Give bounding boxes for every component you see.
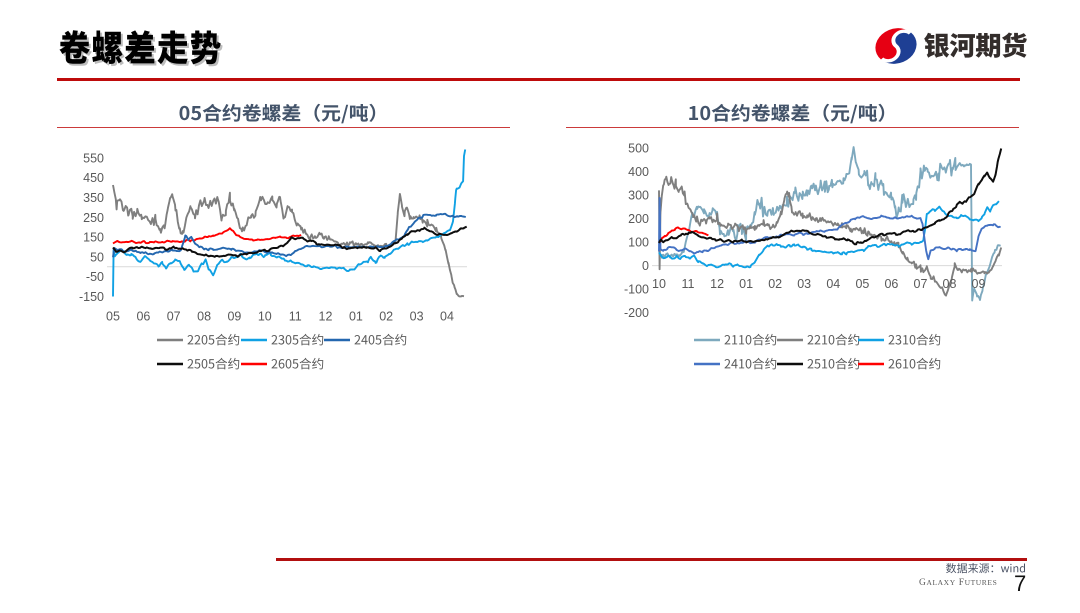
svg-text:05: 05 [106, 310, 120, 324]
svg-text:02: 02 [768, 277, 782, 291]
svg-text:04: 04 [440, 310, 454, 324]
svg-text:08: 08 [943, 277, 957, 291]
svg-text:-100: -100 [624, 283, 649, 297]
svg-text:50: 50 [90, 250, 104, 264]
svg-text:200: 200 [628, 212, 649, 226]
svg-text:0: 0 [642, 259, 649, 273]
svg-text:09: 09 [227, 310, 241, 324]
svg-text:12: 12 [710, 277, 724, 291]
svg-text:-200: -200 [624, 306, 649, 320]
svg-text:250: 250 [83, 211, 104, 225]
svg-text:-50: -50 [86, 270, 104, 284]
svg-text:02: 02 [379, 310, 393, 324]
svg-text:01: 01 [739, 277, 753, 291]
svg-text:100: 100 [628, 236, 649, 250]
svg-text:05: 05 [855, 277, 869, 291]
svg-text:12: 12 [319, 310, 333, 324]
svg-text:08: 08 [197, 310, 211, 324]
svg-text:07: 07 [167, 310, 181, 324]
svg-text:03: 03 [797, 277, 811, 291]
svg-text:09: 09 [972, 277, 986, 291]
svg-text:06: 06 [884, 277, 898, 291]
svg-text:300: 300 [628, 189, 649, 203]
svg-text:07: 07 [914, 277, 928, 291]
svg-text:10: 10 [258, 310, 272, 324]
svg-text:10: 10 [652, 277, 666, 291]
svg-text:500: 500 [628, 142, 649, 156]
svg-text:11: 11 [289, 310, 302, 324]
svg-text:450: 450 [83, 171, 104, 185]
svg-text:11: 11 [682, 277, 695, 291]
svg-text:01: 01 [349, 310, 363, 324]
svg-text:-150: -150 [79, 290, 104, 304]
svg-text:06: 06 [136, 310, 150, 324]
svg-text:150: 150 [83, 231, 104, 245]
svg-text:400: 400 [628, 165, 649, 179]
svg-text:04: 04 [826, 277, 840, 291]
svg-text:550: 550 [83, 152, 104, 166]
svg-text:350: 350 [83, 191, 104, 205]
svg-text:03: 03 [410, 310, 424, 324]
